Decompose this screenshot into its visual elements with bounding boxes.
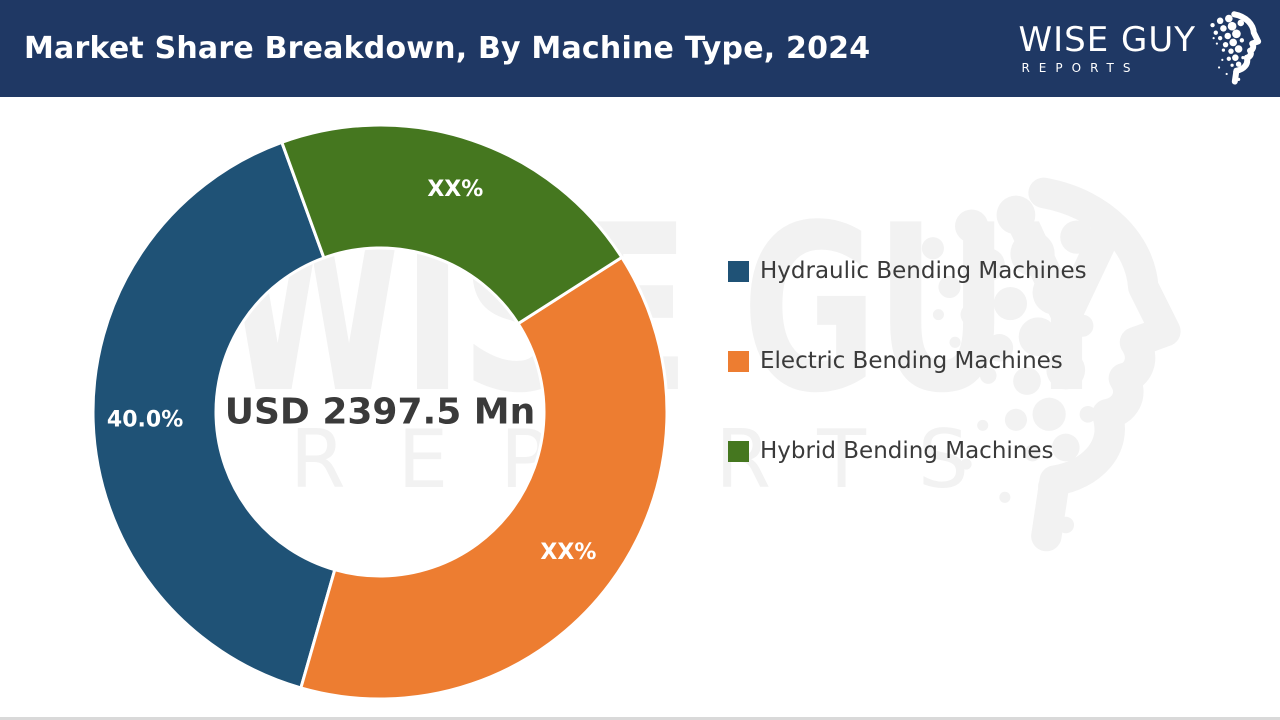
legend-item-hydraulic: Hydraulic Bending Machines — [728, 258, 1087, 284]
logo-text: WISE GUY REPORTS — [1018, 23, 1196, 75]
donut-chart: 40.0% XX% XX% — [91, 123, 669, 701]
bottom-border-line — [0, 717, 1280, 720]
legend-label: Electric Bending Machines — [760, 348, 1063, 374]
donut-slice — [280, 123, 624, 326]
donut-slice — [91, 140, 337, 690]
donut-slice — [299, 255, 669, 701]
chart-center-value: USD 2397.5 Mn — [224, 391, 536, 433]
header-bar: Market Share Breakdown, By Machine Type,… — [0, 0, 1280, 97]
legend-swatch-hydraulic — [728, 260, 749, 282]
legend-item-electric: Electric Bending Machines — [728, 348, 1087, 374]
logo-reports-text: REPORTS — [1021, 60, 1140, 75]
legend-label: Hybrid Bending Machines — [760, 438, 1054, 464]
legend-label: Hydraulic Bending Machines — [760, 258, 1087, 284]
slice-percentage-label: XX% — [427, 177, 483, 202]
slice-percentage-label: 40.0% — [107, 408, 183, 433]
legend-swatch-electric — [728, 350, 749, 372]
page-title: Market Share Breakdown, By Machine Type,… — [24, 31, 871, 66]
chart-legend: Hydraulic Bending Machines Electric Bend… — [728, 258, 1087, 464]
logo-wordmark: WISE GUY — [1018, 19, 1196, 60]
legend-item-hybrid: Hybrid Bending Machines — [728, 438, 1087, 464]
face-profile-dots-icon — [1200, 10, 1262, 87]
legend-swatch-hybrid — [728, 440, 749, 462]
wise-guy-reports-logo: WISE GUY REPORTS — [1018, 10, 1262, 87]
slice-percentage-label: XX% — [540, 540, 596, 565]
